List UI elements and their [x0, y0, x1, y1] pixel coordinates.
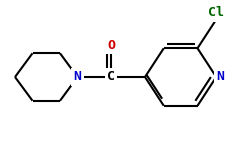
- Text: Cl: Cl: [208, 7, 224, 20]
- Text: N: N: [73, 70, 81, 84]
- Text: O: O: [107, 39, 115, 52]
- Text: N: N: [216, 70, 224, 84]
- Text: C: C: [107, 70, 115, 84]
